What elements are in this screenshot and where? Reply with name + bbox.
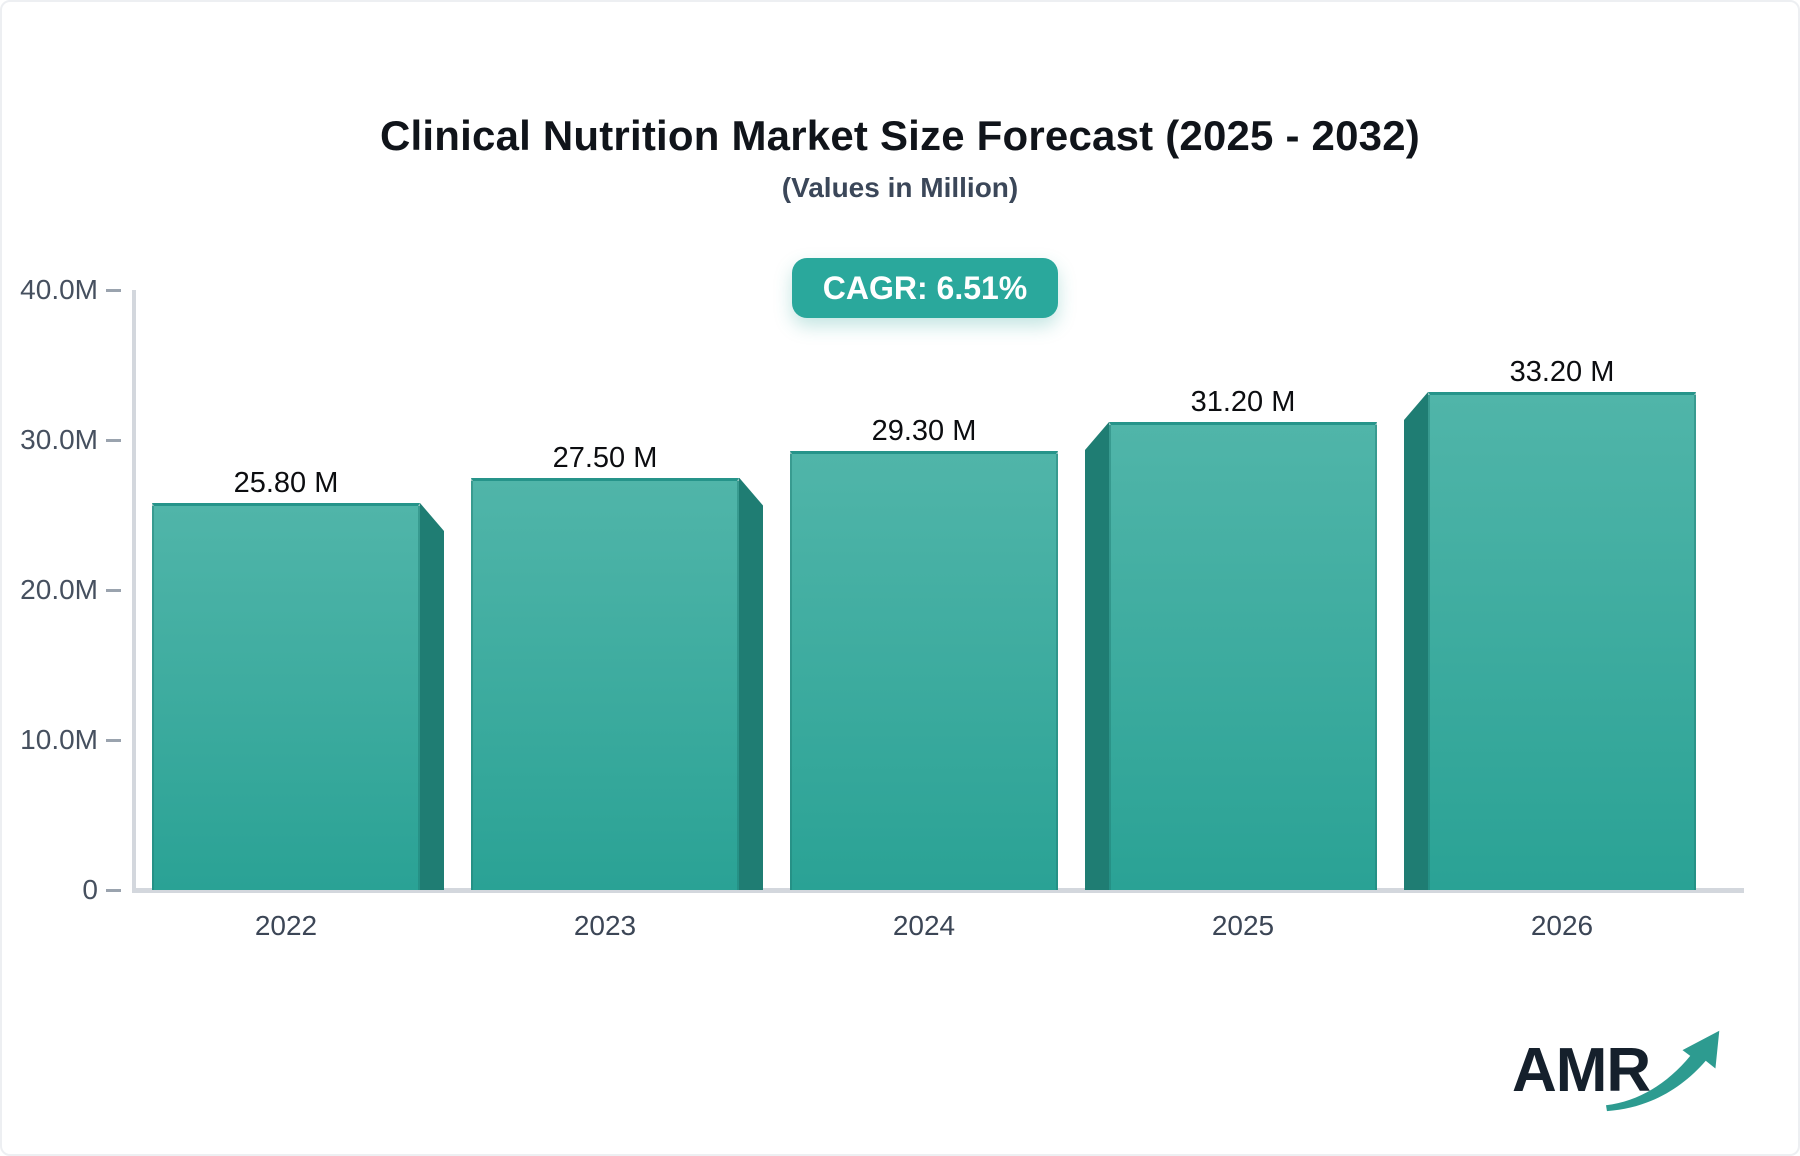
y-tick-label: 0 — [82, 874, 98, 905]
x-axis-label: 2024 — [892, 910, 956, 941]
growth-arrow-icon — [1605, 1030, 1720, 1112]
bar — [1428, 392, 1696, 890]
y-tick-mark — [106, 288, 121, 292]
bar-side-panel — [1404, 392, 1428, 890]
bar — [1109, 422, 1377, 890]
x-axis-label: 2025 — [1211, 910, 1275, 941]
bar-side-panel — [420, 503, 444, 890]
y-tick-mark — [106, 738, 121, 742]
y-tick-mark — [106, 888, 121, 892]
cagr-badge-label: CAGR: 6.51% — [822, 269, 1028, 306]
bar-side-panel — [1085, 422, 1109, 890]
bar-value-label: 25.80 M — [233, 467, 339, 499]
x-axis-line — [132, 888, 1744, 893]
x-axis-label: 2023 — [573, 910, 637, 941]
y-tick-label: 10.0M — [20, 724, 98, 755]
chart-subtitle: (Values in Million) — [781, 172, 1019, 203]
y-tick-label: 20.0M — [20, 574, 98, 605]
y-tick-mark — [106, 588, 121, 592]
y-tick-label: 40.0M — [20, 274, 98, 305]
bar-value-label: 27.50 M — [552, 441, 658, 474]
bar — [152, 503, 420, 890]
cagr-badge: CAGR: 6.51% — [792, 258, 1058, 318]
y-tick-mark — [106, 438, 121, 442]
bar-side-panel — [739, 477, 763, 890]
amr-logo-text: AMR — [1512, 1036, 1651, 1105]
bar — [790, 450, 1058, 890]
bar — [471, 477, 739, 890]
chart-title: Clinical Nutrition Market Size Forecast … — [380, 112, 1420, 159]
x-axis-label: 2026 — [1530, 910, 1594, 941]
y-axis-line — [132, 290, 136, 891]
amr-logo: AMR — [1512, 1030, 1722, 1116]
bar-value-label: 33.20 M — [1509, 356, 1615, 388]
y-tick-label: 30.0M — [20, 424, 98, 455]
x-axis-label: 2022 — [254, 910, 318, 941]
bar-value-label: 31.20 M — [1190, 386, 1296, 418]
bar-value-label: 29.30 M — [871, 414, 977, 447]
